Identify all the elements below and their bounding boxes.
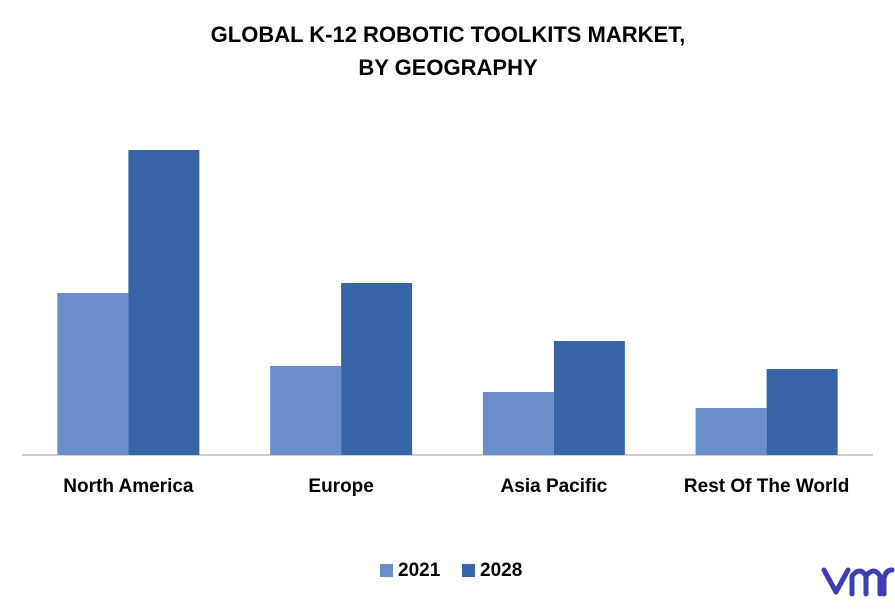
bar bbox=[766, 369, 838, 455]
legend-swatch bbox=[462, 564, 475, 577]
bar bbox=[482, 392, 554, 455]
bar bbox=[341, 283, 413, 455]
legend-label: 2028 bbox=[480, 560, 522, 581]
legend-swatch bbox=[380, 564, 393, 577]
chart-title: GLOBAL K-12 ROBOTIC TOOLKITS MARKET, bbox=[211, 22, 686, 47]
logo bbox=[821, 567, 895, 597]
legend-label: 2021 bbox=[398, 560, 441, 581]
bar bbox=[695, 408, 767, 455]
x-tick-label: North America bbox=[63, 476, 194, 497]
bar bbox=[57, 293, 129, 455]
logo-v bbox=[821, 567, 851, 595]
chart-title: BY GEOGRAPHY bbox=[358, 55, 538, 80]
logo-r bbox=[881, 567, 895, 597]
x-tick-label: Asia Pacific bbox=[501, 476, 608, 497]
bar bbox=[128, 150, 200, 455]
x-tick-label: Rest Of The World bbox=[684, 476, 849, 497]
bar bbox=[270, 366, 342, 455]
bar bbox=[553, 341, 625, 455]
logo-m bbox=[849, 568, 883, 597]
x-tick-label: Europe bbox=[308, 476, 373, 497]
